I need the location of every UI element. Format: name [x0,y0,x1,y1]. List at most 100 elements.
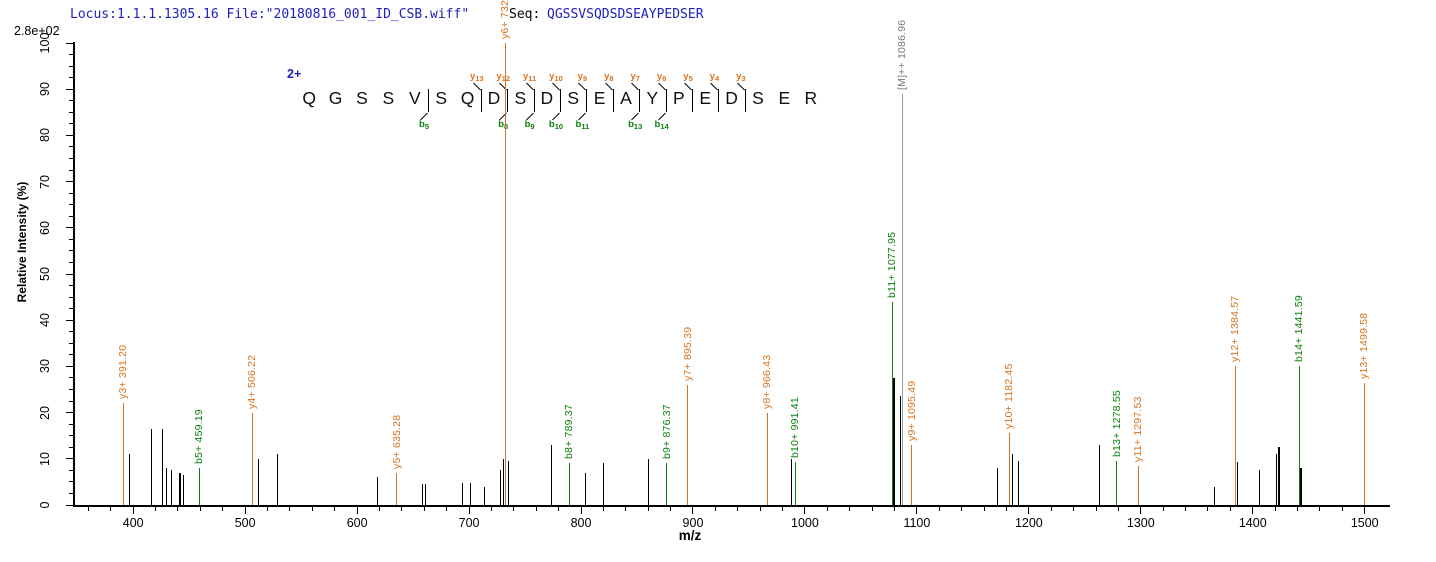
peak-label: y11+ 1297.53 [1132,396,1145,462]
cleavage-line [612,89,614,112]
x-major-tick [692,507,694,514]
x-minor-tick [1319,507,1321,511]
y-ion-label: y3 [736,71,746,84]
y-ion-label: y4 [709,71,720,84]
x-minor-tick [1073,507,1075,511]
x-minor-tick [222,507,224,511]
x-minor-tick [334,507,336,511]
x-tick-label: 400 [122,516,144,530]
y-major-tick [66,365,73,367]
x-minor-tick [938,507,940,511]
residue: R [804,88,818,108]
x-minor-tick [490,507,492,511]
y-minor-tick [69,111,73,113]
peak [551,444,553,505]
x-minor-tick [1005,507,1007,511]
y-minor-tick [69,65,73,67]
x-minor-tick [513,507,515,511]
x-minor-tick [871,507,873,511]
peak-label: b8+ 789.37 [563,404,576,460]
x-major-tick [580,507,582,514]
annotated-peak [396,472,398,505]
y-tick-label: 40 [38,313,52,328]
x-tick-label: 1100 [903,516,931,530]
peak [129,454,131,505]
x-minor-tick [714,507,716,511]
peak-label: y9+ 1095.49 [905,380,918,441]
residue: D [487,88,501,108]
peak-label: y7+ 895.39 [681,326,694,381]
residue: E [778,88,791,108]
x-major-tick [244,507,246,514]
x-minor-tick [1162,507,1164,511]
annotated-peak [911,444,913,505]
y-tick-label: 20 [38,405,52,420]
x-minor-tick [1095,507,1097,511]
annotated-peak [568,463,570,505]
y-major-tick [66,134,73,136]
x-minor-tick [782,507,784,511]
x-minor-tick [155,507,157,511]
x-tick-label: 1300 [1126,516,1155,530]
y-ion-label: y13 [469,71,484,84]
peak [182,474,184,505]
peak-label: b13+ 1278.55 [1110,390,1123,458]
cleavage-line [428,89,429,112]
x-major-tick [468,507,470,514]
peak [1012,454,1014,505]
cleavage-line [560,89,561,112]
y-minor-tick [69,123,73,125]
x-minor-tick [849,507,851,511]
y-tick-label: 90 [38,82,52,97]
x-minor-tick [110,507,112,511]
peak [500,470,502,505]
x-tick-label: 900 [682,516,704,530]
cleavage-line [639,89,641,112]
y-minor-tick [69,285,73,287]
peak-label: y6+ 732.31 [499,0,512,39]
charge-state-label: 2+ [287,67,302,81]
residue: S [514,88,527,108]
peak-label: b5+ 459.19 [193,409,206,465]
y-major-tick [66,227,73,229]
peak-label: y8+ 966.43 [761,354,774,409]
x-minor-tick [1185,507,1187,511]
peak-label: y10+ 1182.45 [1003,363,1016,430]
y-minor-tick [69,146,73,148]
y-axis-line [73,42,75,507]
seq-value: QGSSVSQDSDSEAYPEDSER [547,7,704,22]
y-minor-tick [69,169,73,171]
x-major-tick [132,507,134,514]
peak [602,463,604,505]
residue: S [356,88,368,108]
x-minor-tick [1229,507,1231,511]
peak-label: [M]++ 1086.96 [896,19,909,90]
annotated-peak [687,384,689,505]
x-minor-tick [87,507,89,511]
x-tick-label: 1000 [791,516,819,530]
annotated-peak [1363,382,1365,505]
b-ion-label: b11 [575,119,590,132]
y-minor-tick [69,435,73,437]
x-tick-label: 800 [570,516,592,530]
annotated-peak [198,468,200,505]
x-axis-title: m/z [678,528,702,543]
y-tick-label: 60 [38,220,52,235]
y-major-tick [66,273,73,275]
y-minor-tick [69,54,73,56]
peak [166,468,168,505]
peak [585,472,587,505]
x-minor-tick [647,507,649,511]
y-minor-tick [69,492,73,494]
y-major-tick [66,42,73,44]
plot-area: 400 500 600 700 800 900 1000 1100 1200 1300 1400 15… [38,0,1390,530]
y-major-tick [66,181,73,183]
peak [376,477,378,505]
y-ion-label: y11 [522,71,537,84]
y-minor-tick [69,250,73,252]
x-minor-tick [1274,507,1276,511]
peak [1018,461,1020,505]
y-tick-label: 70 [38,174,52,189]
y-minor-tick [69,192,73,194]
